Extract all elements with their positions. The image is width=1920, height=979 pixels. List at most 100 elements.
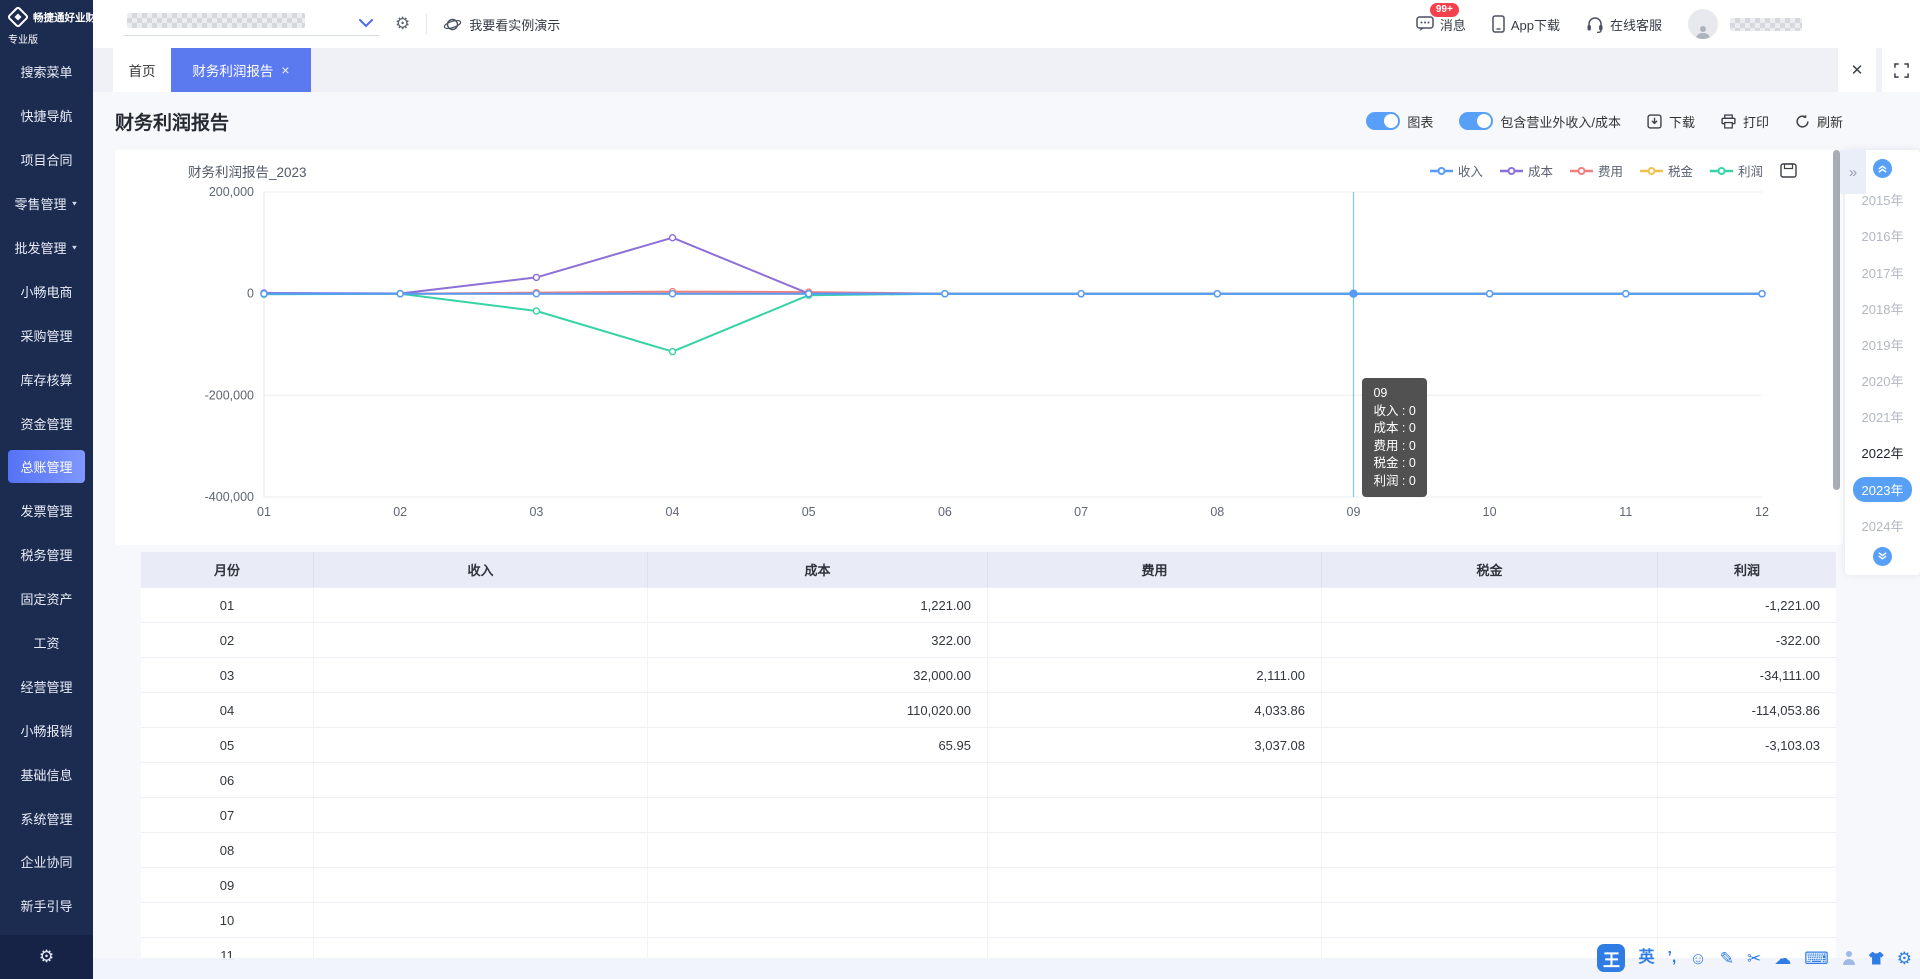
year-item-8[interactable]: 2023年 — [1852, 471, 1913, 507]
sidebar-settings-gear-icon[interactable]: ⚙ — [38, 947, 55, 966]
sidebar-item-1[interactable]: 快捷导航 — [0, 94, 93, 138]
chevron-down-icon: ▼ — [70, 243, 79, 252]
sidebar-item-19[interactable]: 新手引导 — [0, 884, 93, 928]
sidebar-item-label: 经营管理 — [20, 679, 73, 695]
legend-item-2[interactable]: 费用 — [1569, 161, 1623, 180]
demo-link[interactable]: 我要看实例演示 — [443, 15, 560, 34]
table-row: 03 32,000.00 2,111.00 -34,111.00 — [141, 658, 1836, 693]
svg-text:11: 11 — [1619, 505, 1632, 519]
sidebar-item-16[interactable]: 基础信息 — [0, 752, 93, 796]
ime-language-icon[interactable]: 英 — [1638, 949, 1655, 966]
line-chart[interactable]: 200,000 0 -200,000 -400,000 01 02 03 04 05 06 07 08… — [115, 150, 1843, 545]
brand-logo[interactable]: 畅捷通好业财 专业版 — [0, 0, 96, 50]
sidebar-item-label: 小畅报销 — [20, 723, 73, 739]
legend-item-1[interactable]: 成本 — [1499, 161, 1553, 180]
print-button[interactable]: 打印 — [1721, 112, 1769, 131]
table-row: 01 1,221.00 -1,221.00 — [141, 588, 1836, 623]
sidebar-item-10[interactable]: 发票管理 — [0, 489, 93, 533]
legend-item-0[interactable]: 收入 — [1429, 161, 1483, 180]
include-nonoperating-label: 包含营业外收入/成本 — [1500, 114, 1621, 130]
ime-pen-icon[interactable]: ✎ — [1719, 948, 1734, 968]
table-cell: 4,033.86 — [988, 693, 1322, 728]
legend-marker-icon — [1429, 166, 1453, 175]
download-button[interactable]: 下载 — [1647, 112, 1695, 131]
sidebar-item-label: 快捷导航 — [20, 109, 73, 125]
org-settings-gear-icon[interactable]: ⚙ — [395, 14, 411, 33]
table-cell — [314, 623, 648, 658]
include-nonoperating-switch[interactable] — [1459, 112, 1494, 130]
online-service-button[interactable]: 在线客服 — [1586, 15, 1662, 34]
year-item-3[interactable]: 2018年 — [1862, 290, 1904, 326]
ime-settings-icon[interactable]: ⚙ — [1896, 948, 1912, 968]
fullscreen-button[interactable] — [1882, 48, 1920, 92]
sidebar-item-4[interactable]: 批发管理 ▼ — [0, 226, 93, 270]
sidebar-item-13[interactable]: 工资 — [0, 621, 93, 665]
avatar[interactable] — [1688, 9, 1718, 39]
year-panel: 2015年 2016年 2017年 2018年 2019年 2020年 2021年 2022年… — [1845, 150, 1920, 575]
sidebar-item-14[interactable]: 经营管理 — [0, 664, 93, 708]
year-item-9[interactable]: 2024年 — [1862, 507, 1904, 543]
table-cell — [314, 588, 648, 623]
download-icon — [1647, 113, 1662, 129]
year-item-6[interactable]: 2021年 — [1862, 399, 1904, 435]
sidebar-item-label: 发票管理 — [20, 504, 73, 520]
ime-emoji-icon[interactable]: ☺ — [1689, 948, 1707, 968]
refresh-button[interactable]: 刷新 — [1795, 112, 1843, 131]
sidebar-item-2[interactable]: 项目合同 — [0, 138, 93, 182]
year-item-4[interactable]: 2019年 — [1862, 326, 1904, 362]
demo-link-label: 我要看实例演示 — [469, 17, 561, 33]
ime-logo-icon[interactable]: 王 — [1597, 944, 1626, 972]
svg-text:04: 04 — [666, 505, 680, 519]
sidebar-item-label: 系统管理 — [20, 811, 73, 827]
app-download-button[interactable]: App下载 — [1492, 15, 1560, 34]
sidebar-item-11[interactable]: 税务管理 — [0, 533, 93, 577]
table-cell — [648, 868, 988, 903]
year-item-1[interactable]: 2016年 — [1862, 218, 1904, 254]
year-item-5[interactable]: 2020年 — [1862, 363, 1904, 399]
table-cell: 06 — [141, 763, 314, 798]
table-cell — [648, 798, 988, 833]
year-item-7[interactable]: 2022年 — [1862, 435, 1904, 471]
ime-scissors-icon[interactable]: ✂ — [1746, 948, 1762, 968]
legend-item-3[interactable]: 税金 — [1639, 161, 1693, 180]
table-cell — [314, 763, 648, 798]
year-label: 2018年 — [1861, 301, 1904, 317]
sidebar-item-5[interactable]: 小畅电商 — [0, 269, 93, 313]
sidebar-item-12[interactable]: 固定资产 — [0, 577, 93, 621]
sidebar-item-9[interactable]: 总账管理 — [0, 445, 93, 489]
ime-cloud-icon[interactable]: ☁ — [1774, 948, 1792, 968]
include-nonoperating-toggle[interactable]: 包含营业外收入/成本 — [1459, 112, 1621, 131]
ime-punct-icon[interactable]: ’, — [1667, 949, 1677, 966]
sidebar-item-17[interactable]: 系统管理 — [0, 796, 93, 840]
ime-keyboard-icon[interactable]: ⌨ — [1804, 948, 1829, 968]
tab-1[interactable]: 财务利润报告 × — [171, 48, 311, 92]
sidebar-item-15[interactable]: 小畅报销 — [0, 708, 93, 752]
ime-skin-icon[interactable] — [1868, 951, 1884, 965]
sidebar-item-7[interactable]: 库存核算 — [0, 357, 93, 401]
year-item-0[interactable]: 2015年 — [1862, 182, 1904, 218]
sidebar-item-18[interactable]: 企业协同 — [0, 840, 93, 884]
tab-close-icon[interactable]: × — [281, 62, 290, 78]
sidebar-item-8[interactable]: 资金管理 — [0, 401, 93, 445]
ime-person-icon[interactable] — [1842, 951, 1856, 965]
save-chart-button[interactable] — [1780, 163, 1797, 178]
page-header: 财务利润报告 图表 包含营业外收入/成本 — [115, 92, 1843, 150]
close-all-tabs-button[interactable]: ✕ — [1838, 48, 1876, 92]
year-item-2[interactable]: 2017年 — [1862, 254, 1904, 290]
years-scroll-up-button[interactable] — [1873, 159, 1892, 178]
legend-item-4[interactable]: 利润 — [1709, 161, 1763, 180]
chart-toggle-switch[interactable] — [1366, 112, 1401, 130]
org-selector[interactable] — [123, 12, 379, 36]
sidebar-item-3[interactable]: 零售管理 ▼ — [0, 182, 93, 226]
sidebar-item-6[interactable]: 采购管理 — [0, 313, 93, 357]
tab-0[interactable]: 首页 — [113, 48, 171, 92]
years-scroll-down-button[interactable] — [1873, 547, 1892, 566]
table-cell — [314, 903, 648, 938]
table-cell: 01 — [141, 588, 314, 623]
sidebar-item-0[interactable]: 搜索菜单 — [0, 50, 93, 94]
year-panel-collapse-handle[interactable]: » — [1840, 150, 1866, 194]
messages-button[interactable]: 99+ 消息 — [1416, 2, 1466, 34]
vertical-scrollbar[interactable] — [1833, 150, 1840, 490]
chart-toggle[interactable]: 图表 — [1366, 112, 1433, 131]
